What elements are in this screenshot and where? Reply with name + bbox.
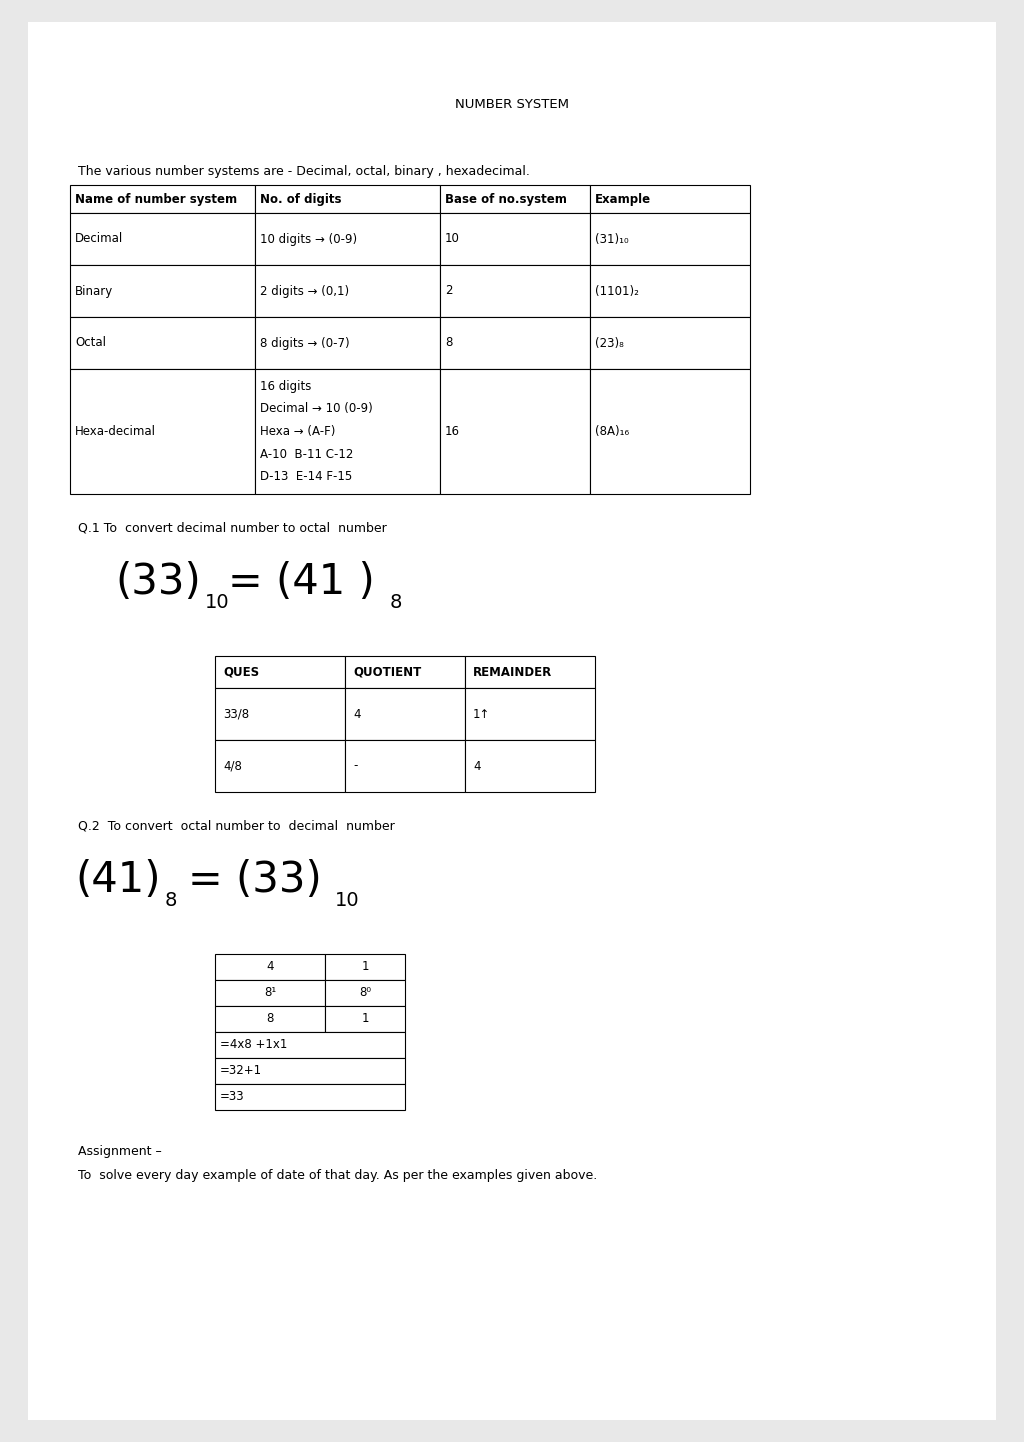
Text: Binary: Binary bbox=[75, 284, 114, 297]
Text: (8A)₁₆: (8A)₁₆ bbox=[595, 425, 629, 438]
Text: 8 digits → (0-7): 8 digits → (0-7) bbox=[260, 336, 349, 349]
Bar bbox=[325, 981, 406, 1007]
Text: Hexa-decimal: Hexa-decimal bbox=[75, 425, 156, 438]
Text: 4: 4 bbox=[473, 760, 480, 773]
Text: =32+1: =32+1 bbox=[220, 1064, 262, 1077]
Text: QUOTIENT: QUOTIENT bbox=[353, 666, 421, 679]
Text: Q.2  To convert  octal number to  decimal  number: Q.2 To convert octal number to decimal n… bbox=[78, 819, 394, 832]
Bar bbox=[440, 317, 590, 369]
Bar bbox=[345, 688, 465, 740]
Bar bbox=[215, 1032, 406, 1058]
Bar bbox=[465, 656, 595, 688]
Bar bbox=[255, 317, 440, 369]
Text: =4x8 +1x1: =4x8 +1x1 bbox=[220, 1038, 288, 1051]
Bar bbox=[590, 213, 750, 265]
Bar bbox=[215, 955, 325, 981]
Bar bbox=[325, 1007, 406, 1032]
Bar bbox=[70, 369, 255, 495]
Text: No. of digits: No. of digits bbox=[260, 192, 341, 206]
Text: 8¹: 8¹ bbox=[264, 986, 276, 999]
Text: = (41 ): = (41 ) bbox=[228, 561, 375, 603]
Bar bbox=[215, 740, 345, 792]
Text: 1↑: 1↑ bbox=[473, 708, 490, 721]
Text: 33/8: 33/8 bbox=[223, 708, 249, 721]
Text: 8: 8 bbox=[390, 593, 402, 611]
Text: 10: 10 bbox=[445, 232, 460, 245]
Text: REMAINDER: REMAINDER bbox=[473, 666, 552, 679]
Bar bbox=[70, 265, 255, 317]
Text: 10: 10 bbox=[335, 891, 359, 910]
Text: Q.1 To  convert decimal number to octal  number: Q.1 To convert decimal number to octal n… bbox=[78, 522, 387, 535]
Text: 10 digits → (0-9): 10 digits → (0-9) bbox=[260, 232, 357, 245]
Text: Decimal → 10 (0-9): Decimal → 10 (0-9) bbox=[260, 402, 373, 415]
Text: 16: 16 bbox=[445, 425, 460, 438]
Bar bbox=[255, 369, 440, 495]
Text: 10: 10 bbox=[205, 593, 229, 611]
Text: 4/8: 4/8 bbox=[223, 760, 242, 773]
Bar bbox=[255, 265, 440, 317]
Bar bbox=[440, 213, 590, 265]
Text: (1101)₂: (1101)₂ bbox=[595, 284, 639, 297]
Text: -: - bbox=[353, 760, 357, 773]
Text: =33: =33 bbox=[220, 1090, 245, 1103]
Text: Decimal: Decimal bbox=[75, 232, 123, 245]
Bar bbox=[70, 185, 255, 213]
Text: 2: 2 bbox=[445, 284, 453, 297]
Bar bbox=[215, 1058, 406, 1084]
Bar bbox=[255, 185, 440, 213]
Bar bbox=[215, 688, 345, 740]
Bar bbox=[255, 213, 440, 265]
Text: Assignment –: Assignment – bbox=[78, 1145, 162, 1158]
Text: 4: 4 bbox=[266, 960, 273, 973]
Bar bbox=[215, 1007, 325, 1032]
Text: The various number systems are - Decimal, octal, binary , hexadecimal.: The various number systems are - Decimal… bbox=[78, 164, 529, 177]
Text: 8: 8 bbox=[445, 336, 453, 349]
Text: Hexa → (A-F): Hexa → (A-F) bbox=[260, 425, 336, 438]
Bar bbox=[70, 213, 255, 265]
Text: 4: 4 bbox=[353, 708, 360, 721]
Text: To  solve every day example of date of that day. As per the examples given above: To solve every day example of date of th… bbox=[78, 1169, 597, 1182]
Bar bbox=[345, 656, 465, 688]
Bar bbox=[215, 656, 345, 688]
Text: Base of no.system: Base of no.system bbox=[445, 192, 567, 206]
Text: (23)₈: (23)₈ bbox=[595, 336, 624, 349]
Bar bbox=[590, 185, 750, 213]
Text: D-13  E-14 F-15: D-13 E-14 F-15 bbox=[260, 470, 352, 483]
Text: = (33): = (33) bbox=[188, 859, 322, 901]
Bar bbox=[440, 185, 590, 213]
Bar bbox=[215, 981, 325, 1007]
Bar bbox=[465, 688, 595, 740]
Bar bbox=[325, 955, 406, 981]
Bar bbox=[70, 317, 255, 369]
Bar bbox=[215, 1084, 406, 1110]
Bar bbox=[590, 369, 750, 495]
Text: NUMBER SYSTEM: NUMBER SYSTEM bbox=[455, 98, 569, 111]
Text: 8⁰: 8⁰ bbox=[359, 986, 371, 999]
Text: 16 digits: 16 digits bbox=[260, 379, 311, 392]
Text: Example: Example bbox=[595, 192, 651, 206]
Text: 1: 1 bbox=[361, 960, 369, 973]
Text: (33): (33) bbox=[115, 561, 201, 603]
Text: 8: 8 bbox=[266, 1012, 273, 1025]
Bar bbox=[440, 369, 590, 495]
Text: (31)₁₀: (31)₁₀ bbox=[595, 232, 629, 245]
Text: A-10  B-11 C-12: A-10 B-11 C-12 bbox=[260, 447, 353, 461]
Text: 2 digits → (0,1): 2 digits → (0,1) bbox=[260, 284, 349, 297]
Text: (41): (41) bbox=[75, 859, 161, 901]
Text: 1: 1 bbox=[361, 1012, 369, 1025]
Text: QUES: QUES bbox=[223, 666, 259, 679]
Bar bbox=[440, 265, 590, 317]
Text: Octal: Octal bbox=[75, 336, 106, 349]
Text: Name of number system: Name of number system bbox=[75, 192, 238, 206]
Text: 8: 8 bbox=[165, 891, 177, 910]
Bar bbox=[590, 265, 750, 317]
Bar bbox=[465, 740, 595, 792]
Bar bbox=[590, 317, 750, 369]
Bar bbox=[345, 740, 465, 792]
